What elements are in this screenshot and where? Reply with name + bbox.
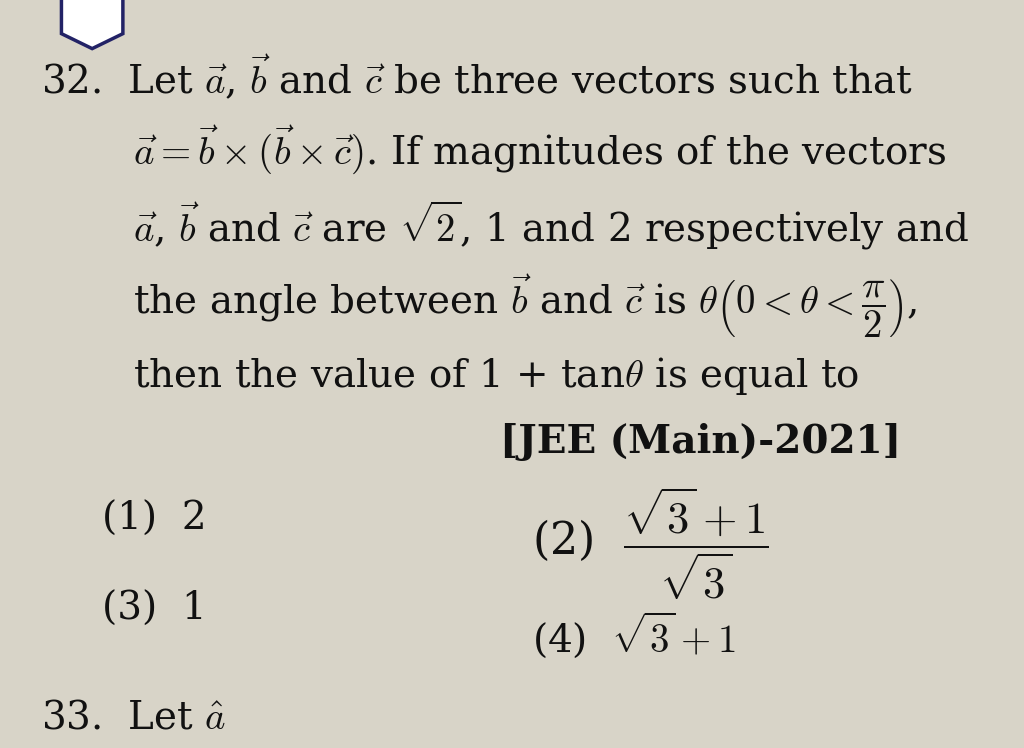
- Text: the angle between $\vec{b}$ and $\vec{c}$ is $\theta\left(0 < \theta < \dfrac{\p: the angle between $\vec{b}$ and $\vec{c}…: [133, 273, 918, 340]
- Text: (2)  $\dfrac{\sqrt{3}+1}{\sqrt{3}}$: (2) $\dfrac{\sqrt{3}+1}{\sqrt{3}}$: [532, 486, 769, 602]
- Text: (4)  $\sqrt{3}+1$: (4) $\sqrt{3}+1$: [532, 610, 736, 660]
- Text: 32.  Let $\vec{a}$, $\vec{b}$ and $\vec{c}$ be three vectors such that: 32. Let $\vec{a}$, $\vec{b}$ and $\vec{c…: [41, 52, 913, 101]
- Text: $\vec{a} = \vec{b} \times (\vec{b} \times \vec{c})$. If magnitudes of the vector: $\vec{a} = \vec{b} \times (\vec{b} \time…: [133, 123, 946, 176]
- Text: then the value of 1 + tan$\theta$ is equal to: then the value of 1 + tan$\theta$ is equ…: [133, 355, 859, 397]
- Text: [JEE (Main)-2021]: [JEE (Main)-2021]: [500, 423, 901, 461]
- Text: 33.  Let $\hat{a}$: 33. Let $\hat{a}$: [41, 699, 225, 736]
- Text: $\vec{a}$, $\vec{b}$ and $\vec{c}$ are $\sqrt{2}$, 1 and 2 respectively and: $\vec{a}$, $\vec{b}$ and $\vec{c}$ are $…: [133, 198, 970, 251]
- Text: (1)  2: (1) 2: [102, 501, 207, 538]
- Text: (3)  1: (3) 1: [102, 591, 207, 628]
- Polygon shape: [61, 0, 123, 49]
